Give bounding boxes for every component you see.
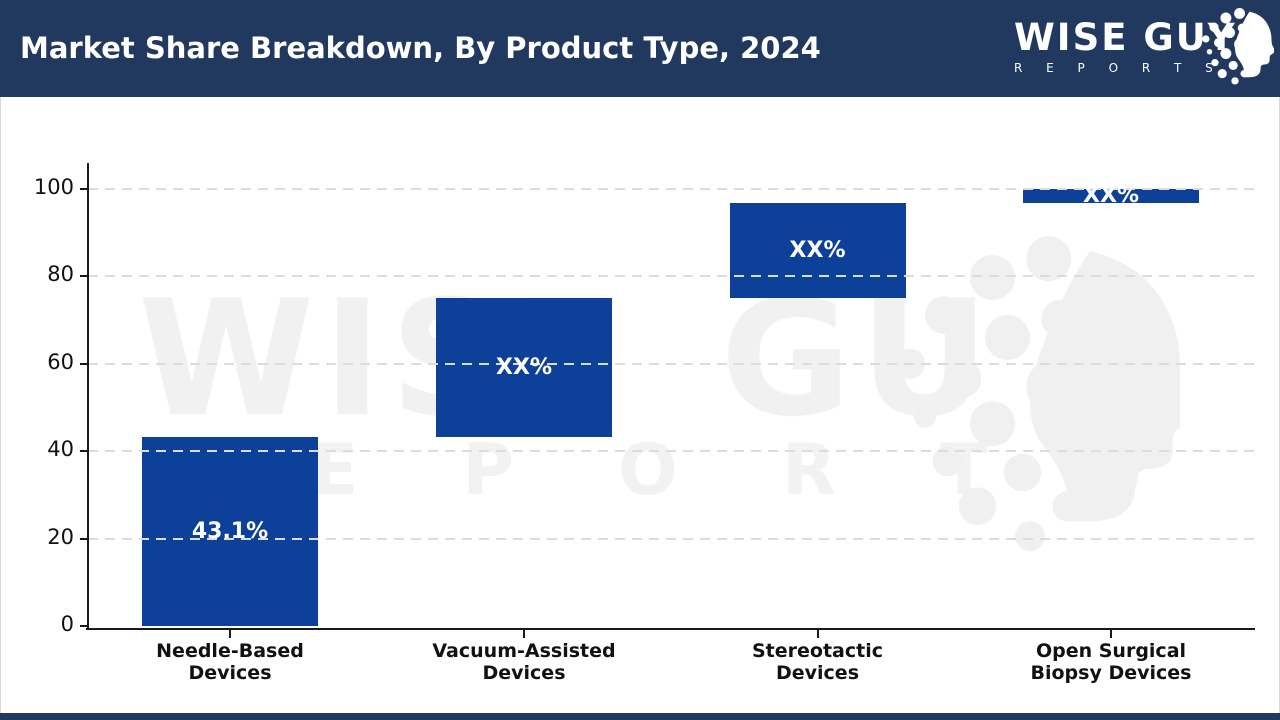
bar — [729, 203, 906, 299]
y-tick-label: 0 — [60, 612, 74, 636]
bar — [436, 298, 612, 438]
brand-logo-text: WISE GUY R E P O R T S — [1014, 18, 1237, 77]
y-tick-mark — [80, 362, 88, 365]
brand-logo-reports: R E P O R T S — [1014, 61, 1223, 75]
x-category-line: Open Surgical — [1035, 640, 1187, 662]
x-tick-mark — [523, 630, 525, 638]
bar-value-label: XX% — [789, 237, 846, 263]
bar-value-label: XX% — [496, 354, 552, 380]
x-category-line: Needle-Based — [156, 640, 304, 662]
y-gridline — [88, 275, 1260, 277]
bar-value-label: 43.1% — [191, 518, 269, 544]
header-bar: Market Share Breakdown, By Product Type,… — [0, 0, 1280, 97]
y-tick-mark — [80, 275, 88, 277]
brand-logo-wiseguy: WISE GUY — [1014, 16, 1237, 59]
y-gridline — [88, 537, 1260, 540]
brand-logo: WISE GUY R E P O R T S — [1014, 8, 1274, 90]
x-category-label: Vacuum-Assisted Devices — [374, 640, 674, 684]
y-tick-mark — [80, 187, 88, 190]
x-category-label: Stereotactic Devices — [668, 640, 968, 684]
x-category-line: Devices — [775, 662, 859, 684]
y-tick-label: 80 — [47, 262, 74, 286]
y-gridline — [88, 450, 1260, 452]
y-tick-label: 40 — [47, 437, 74, 461]
y-tick-label: 60 — [47, 349, 74, 374]
x-category-line: Stereotactic — [752, 640, 883, 662]
y-gridline — [88, 362, 1260, 365]
x-category-label: Needle-Based Devices — [80, 640, 380, 684]
y-axis-line — [87, 163, 89, 630]
x-tick-mark — [229, 630, 231, 638]
y-tick-mark — [80, 625, 88, 627]
x-category-line: Devices — [188, 662, 272, 684]
bar — [142, 437, 318, 626]
brand-logo-face-icon — [1202, 8, 1274, 85]
x-category-line: Biopsy Devices — [1030, 662, 1192, 684]
y-tick-label: 100 — [33, 174, 74, 199]
y-gridline — [88, 187, 1260, 190]
page-title: Market Share Breakdown, By Product Type,… — [20, 31, 821, 65]
x-axis-line — [86, 628, 1255, 630]
y-tick-mark — [80, 537, 88, 540]
bar — [1023, 188, 1199, 204]
x-tick-mark — [1110, 630, 1112, 638]
footer-bar — [0, 713, 1280, 720]
y-tick-mark — [80, 450, 88, 452]
x-category-line: Vacuum-Assisted — [432, 640, 616, 662]
x-tick-mark — [816, 630, 819, 638]
x-category-line: Devices — [482, 662, 566, 684]
y-tick-label: 20 — [47, 524, 74, 549]
x-category-label: Open Surgical Biopsy Devices — [961, 640, 1261, 684]
bar-value-label: XX% — [1083, 182, 1139, 208]
